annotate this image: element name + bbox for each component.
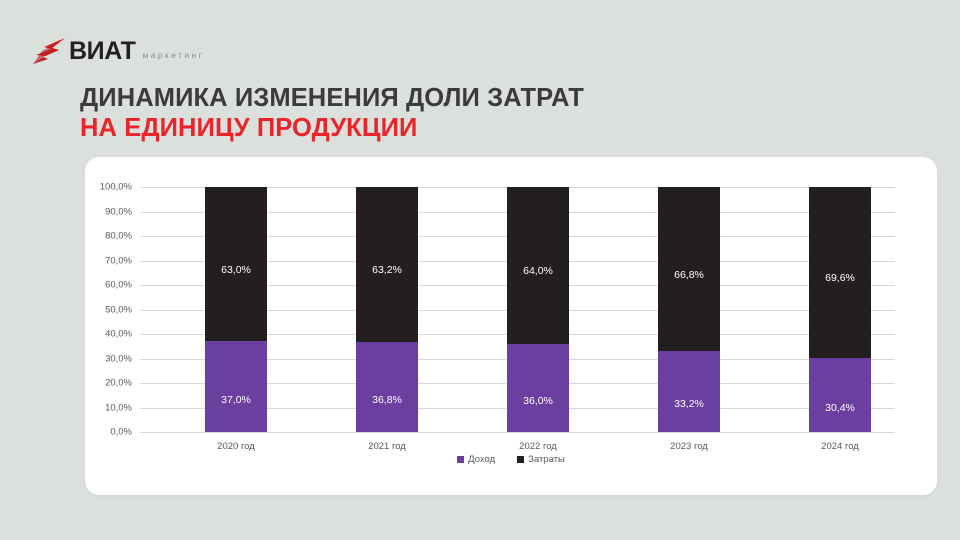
bar-segment-costs[interactable]: 69,6% [809, 187, 871, 358]
bar-segment-costs[interactable]: 63,0% [205, 187, 267, 342]
bar-segment-income[interactable]: 36,0% [507, 343, 569, 432]
y-axis-tick-label: 10,0% [105, 402, 132, 413]
y-axis-tick-label: 0,0% [110, 426, 132, 438]
bar-group[interactable]: 37,0% 63,0% 2020 год [205, 187, 267, 452]
y-axis-tick-label: 40,0% [105, 328, 132, 340]
chart-legend: Доход Затраты [85, 454, 937, 465]
bar-value-label: 66,8% [674, 268, 704, 281]
bar-segment-income[interactable]: 37,0% [205, 341, 267, 432]
y-axis-tick-label: 70,0% [105, 255, 132, 266]
company-logo: ВИАТ маркетинг [32, 36, 204, 66]
y-axis-tick-label: 30,0% [105, 353, 132, 364]
bar-value-label: 63,0% [221, 264, 251, 277]
logo-tagline-text: маркетинг [142, 49, 205, 60]
page-title-line-1: ДИНАМИКА ИЗМЕНЕНИЯ ДОЛИ ЗАТРАТ [80, 84, 584, 112]
bar-value-label: 36,0% [523, 394, 553, 407]
x-axis-tick-label: 2023 год [670, 441, 708, 452]
stacked-bar-chart: 0,0% 10,0% 20,0% 30,0% 40,0% 50,0% 60,0% 70,0% 8… [85, 157, 937, 495]
bar-segment-costs[interactable]: 66,8% [658, 187, 720, 351]
bar-segment-income[interactable]: 30,4% [809, 357, 871, 432]
y-axis-tick-label: 90,0% [105, 206, 132, 217]
y-axis-tick-label: 20,0% [105, 377, 132, 389]
chart-card: 0,0% 10,0% 20,0% 30,0% 40,0% 50,0% 60,0% 70,0% 8… [85, 157, 937, 495]
legend-item[interactable]: Затраты [517, 454, 565, 465]
legend-label: Затраты [528, 454, 565, 465]
y-axis-tick-label: 60,0% [105, 279, 132, 291]
red-arrow-mark-icon [32, 37, 66, 65]
bar-group[interactable]: 36,8% 63,2% 2021 год [356, 187, 418, 452]
bar-segment-costs[interactable]: 63,2% [356, 187, 418, 342]
page-title-line-2: НА ЕДИНИЦУ ПРОДУКЦИИ [80, 113, 418, 142]
bar-value-label: 63,2% [372, 264, 402, 277]
bar-value-label: 37,0% [221, 393, 251, 406]
x-axis-tick-label: 2021 год [368, 441, 406, 452]
y-axis-tick-label: 80,0% [105, 230, 132, 242]
bar-value-label: 36,8% [372, 393, 402, 406]
bar-value-label: 69,6% [825, 272, 855, 285]
bar-value-label: 30,4% [825, 401, 855, 414]
x-axis-tick-label: 2024 год [821, 441, 859, 452]
x-axis-tick-label: 2022 год [519, 441, 557, 452]
page-title: ДИНАМИКА ИЗМЕНЕНИЯ ДОЛИ ЗАТРАТ НА ЕДИНИЦ… [80, 84, 584, 144]
bar-group[interactable]: 30,4% 69,6% 2024 год [809, 187, 871, 452]
bar-value-label: 33,2% [674, 398, 704, 411]
y-axis-tick-label: 100,0% [99, 181, 132, 193]
logo-brand-text: ВИАТ [69, 36, 136, 65]
bar-segment-income[interactable]: 36,8% [356, 341, 418, 432]
bar-group[interactable]: 36,0% 64,0% 2022 год [507, 187, 569, 452]
legend-label: Доход [468, 454, 496, 465]
bar-segment-costs[interactable]: 64,0% [507, 187, 569, 344]
legend-item[interactable]: Доход [457, 454, 495, 465]
bar-segment-income[interactable]: 33,2% [658, 350, 720, 432]
legend-swatch-icon [517, 456, 525, 463]
legend-swatch-icon [457, 456, 465, 463]
y-gridline [140, 432, 895, 433]
x-axis-tick-label: 2020 год [217, 441, 255, 452]
bar-value-label: 64,0% [523, 265, 553, 278]
bar-group[interactable]: 33,2% 66,8% 2023 год [658, 187, 720, 452]
y-axis-tick-label: 50,0% [105, 304, 132, 315]
chart-plot-area: 0,0% 10,0% 20,0% 30,0% 40,0% 50,0% 60,0% 70,0% 8… [100, 182, 895, 452]
